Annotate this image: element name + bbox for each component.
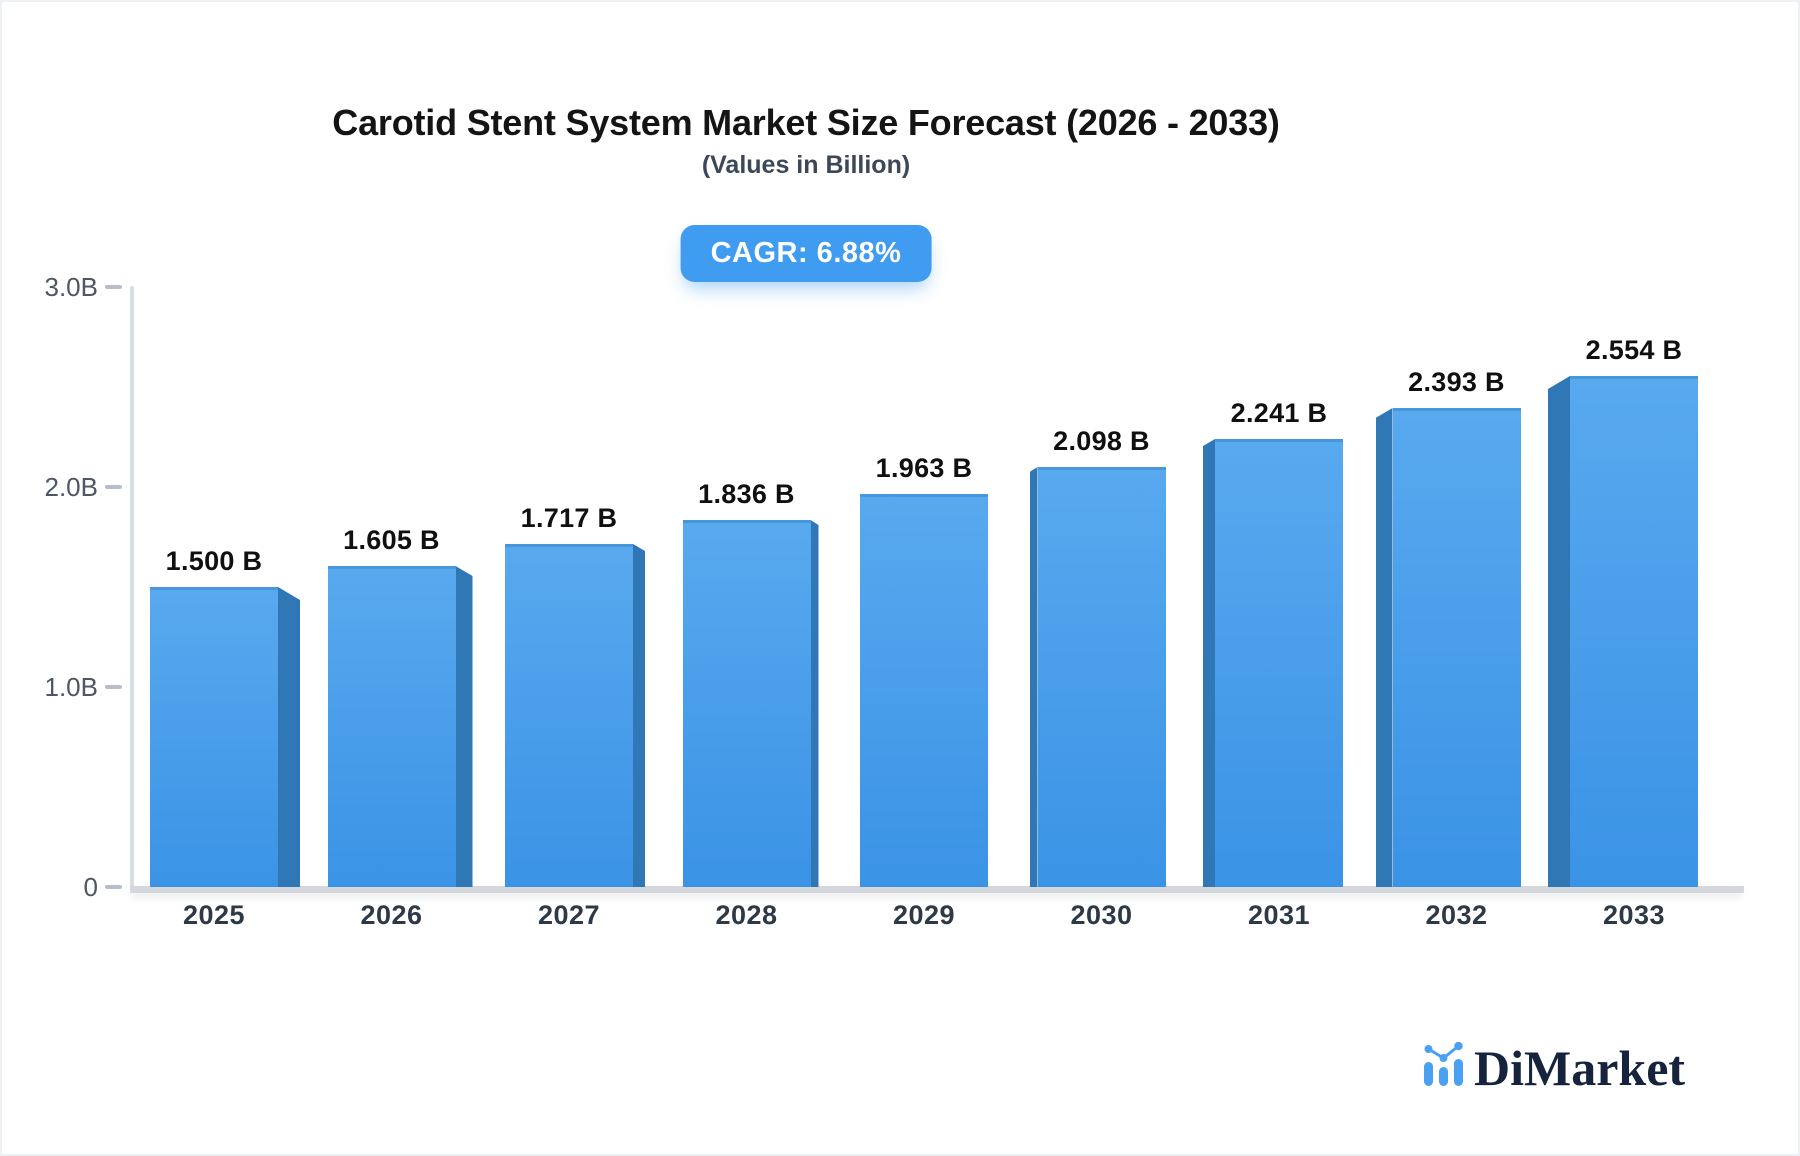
chart-subtitle: (Values in Billion) bbox=[701, 151, 911, 179]
bar-value-label-2030: 2.098 B bbox=[1053, 426, 1150, 456]
bar-2031 bbox=[1215, 439, 1343, 887]
x-axis-label-2028: 2028 bbox=[715, 900, 778, 930]
y-axis-tick-mark bbox=[105, 485, 122, 489]
bar-side-face-2027 bbox=[633, 544, 645, 887]
y-axis-tick-mark bbox=[105, 285, 122, 289]
y-axis-tick-label: 3.0B bbox=[44, 272, 99, 302]
x-axis-label-2031: 2031 bbox=[1247, 900, 1311, 930]
x-axis-label-2025: 2025 bbox=[182, 900, 246, 930]
bar-side-face-2028 bbox=[810, 520, 819, 887]
cagr-badge: CAGR: 6.88% bbox=[680, 225, 932, 282]
bar-value-label-2029: 1.963 B bbox=[875, 453, 973, 483]
y-axis-tick-mark bbox=[105, 885, 122, 889]
chart-title: Carotid Stent System Market Size Forecas… bbox=[332, 102, 1280, 143]
y-axis-tick-label: 1.0B bbox=[44, 672, 99, 702]
bar-2026 bbox=[327, 566, 456, 887]
bar-2032 bbox=[1392, 408, 1521, 887]
bar-value-label-2025: 1.500 B bbox=[165, 546, 263, 576]
y-axis-tick-label: 0 bbox=[83, 872, 98, 902]
bar-value-label-2028: 1.836 B bbox=[698, 479, 795, 509]
bar-2029 bbox=[860, 494, 988, 887]
brand-logo: DiMarket bbox=[1424, 1040, 1686, 1096]
bar-2033 bbox=[1570, 376, 1698, 887]
x-axis-label-2032: 2032 bbox=[1425, 900, 1488, 930]
bar-side-face-2031 bbox=[1203, 439, 1215, 887]
bar-side-face-2030 bbox=[1029, 467, 1038, 887]
bar-2027 bbox=[505, 544, 633, 887]
bar-2030 bbox=[1037, 467, 1166, 887]
x-axis-label-2027: 2027 bbox=[537, 900, 601, 930]
x-axis-baseline bbox=[130, 886, 1744, 893]
y-axis-tick-mark bbox=[105, 685, 122, 689]
bar-2028 bbox=[682, 520, 811, 887]
x-axis-label-2030: 2030 bbox=[1070, 900, 1133, 930]
bar-chart-logo-icon bbox=[1424, 1042, 1463, 1086]
bar-value-label-2031: 2.241 B bbox=[1230, 398, 1328, 428]
brand-name: DiMarket bbox=[1474, 1040, 1686, 1096]
x-axis-label-2026: 2026 bbox=[360, 900, 423, 930]
bar-side-face-2026 bbox=[455, 566, 473, 887]
bar-value-label-2033: 2.554 B bbox=[1585, 335, 1683, 365]
x-axis-label-2029: 2029 bbox=[892, 900, 956, 930]
bar-value-label-2032: 2.393 B bbox=[1408, 367, 1505, 397]
y-axis-line bbox=[130, 286, 134, 890]
bar-side-face-2032 bbox=[1375, 408, 1393, 887]
x-axis-label-2033: 2033 bbox=[1602, 900, 1666, 930]
y-axis-tick-label: 2.0B bbox=[44, 472, 99, 502]
bar-2025 bbox=[150, 587, 278, 887]
bar-side-face-2025 bbox=[278, 587, 300, 887]
bar-value-label-2027: 1.717 B bbox=[520, 503, 618, 533]
bar-value-label-2026: 1.605 B bbox=[343, 525, 440, 555]
bar-side-face-2033 bbox=[1548, 376, 1570, 887]
